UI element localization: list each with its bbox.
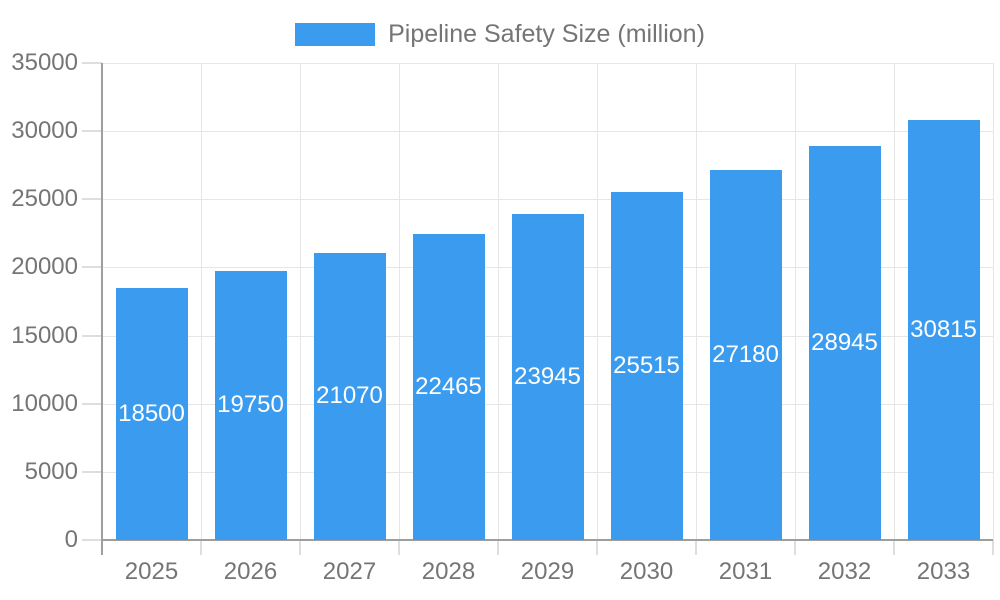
x-axis-tick bbox=[200, 540, 202, 555]
gridline-vertical bbox=[696, 63, 697, 540]
bar-value-label: 23945 bbox=[514, 362, 581, 390]
gridline-horizontal bbox=[102, 199, 993, 201]
x-axis-label: 2029 bbox=[520, 558, 575, 585]
gridline-horizontal bbox=[102, 131, 993, 133]
gridline-vertical bbox=[201, 63, 202, 540]
bar-value-label: 28945 bbox=[811, 328, 878, 356]
x-axis-tick bbox=[398, 540, 400, 555]
bar-2027[interactable]: 21070 bbox=[313, 252, 386, 540]
legend-item[interactable]: Pipeline Safety Size (million) bbox=[0, 19, 1000, 49]
x-axis-tick bbox=[893, 540, 895, 555]
x-axis-tick bbox=[299, 540, 301, 555]
y-axis-tick bbox=[82, 470, 102, 473]
bar-2028[interactable]: 22465 bbox=[412, 233, 485, 540]
gridline-vertical bbox=[894, 63, 895, 540]
y-axis-label: 30000 bbox=[11, 117, 78, 145]
y-axis-tick bbox=[82, 539, 102, 541]
bar-value-label: 30815 bbox=[910, 316, 977, 343]
gridline-vertical bbox=[399, 63, 400, 540]
x-axis-label: 2025 bbox=[124, 558, 179, 585]
bar-2030[interactable]: 25515 bbox=[610, 192, 683, 540]
bar-2029[interactable]: 23945 bbox=[511, 213, 584, 540]
gridline-vertical bbox=[300, 63, 301, 540]
bar-value-label: 18500 bbox=[118, 399, 185, 427]
y-axis-label: 0 bbox=[64, 526, 78, 553]
gridline-vertical bbox=[597, 63, 598, 540]
bar-value-label: 21070 bbox=[316, 382, 383, 410]
y-axis-label: 10000 bbox=[11, 389, 78, 417]
x-axis-tick bbox=[695, 540, 697, 555]
legend-swatch-icon bbox=[295, 22, 376, 46]
x-axis-label: 2033 bbox=[916, 558, 971, 585]
y-axis-label: 35000 bbox=[11, 49, 78, 76]
x-axis-label: 2027 bbox=[322, 558, 377, 585]
y-axis-tick bbox=[82, 198, 102, 201]
y-axis-tick bbox=[82, 130, 102, 133]
y-axis-line bbox=[101, 63, 103, 555]
x-axis-label: 2030 bbox=[619, 558, 674, 585]
bar-value-label: 19750 bbox=[217, 391, 284, 419]
y-axis-tick bbox=[82, 266, 102, 269]
bar-value-label: 25515 bbox=[613, 352, 680, 380]
y-axis-label: 15000 bbox=[11, 321, 78, 349]
x-axis-tick bbox=[992, 540, 994, 555]
bar-value-label: 27180 bbox=[712, 340, 779, 368]
y-axis-tick bbox=[82, 62, 102, 64]
x-axis-label: 2026 bbox=[223, 558, 278, 585]
y-axis-label: 20000 bbox=[11, 253, 78, 281]
x-axis-tick bbox=[794, 540, 796, 555]
x-axis-tick bbox=[596, 540, 598, 555]
x-axis-label: 2031 bbox=[718, 558, 773, 585]
bar-2031[interactable]: 27180 bbox=[709, 169, 782, 540]
gridline-vertical bbox=[993, 63, 994, 540]
legend-label: Pipeline Safety Size (million) bbox=[388, 19, 705, 48]
bar-2033[interactable]: 30815 bbox=[907, 120, 980, 540]
x-axis-tick bbox=[497, 540, 499, 555]
bar-2032[interactable]: 28945 bbox=[808, 145, 881, 540]
bar-value-label: 22465 bbox=[415, 372, 482, 400]
y-axis-tick bbox=[82, 334, 102, 337]
x-axis-line bbox=[101, 539, 993, 541]
y-axis-label: 25000 bbox=[11, 185, 78, 213]
bar-2026[interactable]: 19750 bbox=[214, 270, 287, 540]
bar-2025[interactable]: 18500 bbox=[115, 287, 188, 540]
x-axis-label: 2032 bbox=[817, 558, 872, 585]
x-axis-label: 2028 bbox=[421, 558, 476, 585]
gridline-vertical bbox=[795, 63, 796, 540]
y-axis-label: 5000 bbox=[24, 457, 78, 485]
gridline-horizontal bbox=[102, 63, 993, 64]
gridline-vertical bbox=[498, 63, 499, 540]
y-axis-tick bbox=[82, 402, 102, 405]
